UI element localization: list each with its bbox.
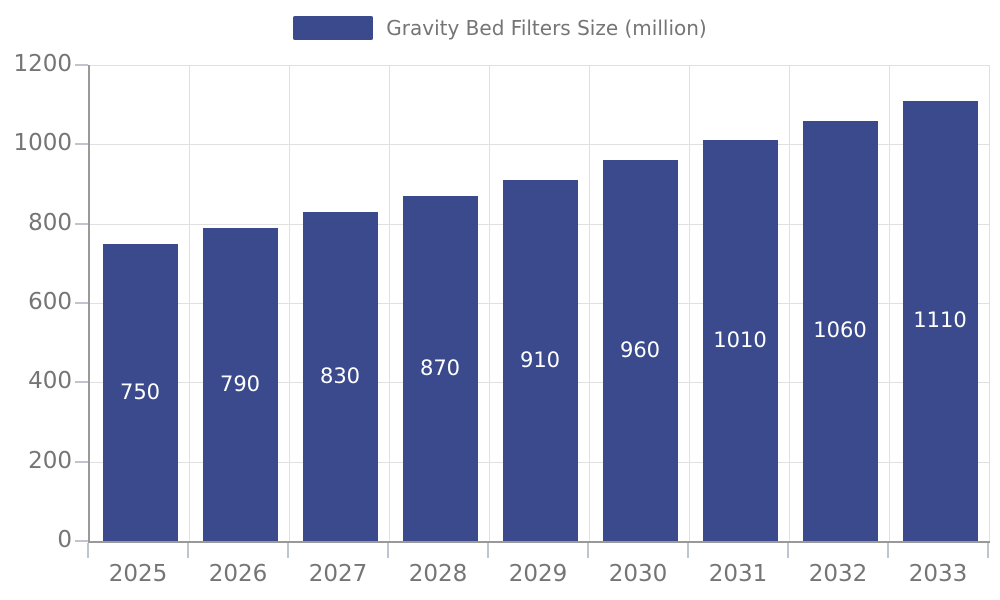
x-axis-tick xyxy=(987,543,989,558)
gridline-horizontal xyxy=(90,65,990,66)
bar-value-label: 1060 xyxy=(813,318,867,343)
bar[interactable]: 960 xyxy=(602,160,678,541)
x-axis-tick-label: 2030 xyxy=(608,561,668,587)
y-axis-tick-label: 800 xyxy=(28,209,72,236)
gridline-vertical xyxy=(489,65,490,541)
x-axis-tick xyxy=(87,543,89,558)
bar-value-label: 960 xyxy=(619,338,661,363)
bar[interactable]: 910 xyxy=(502,180,578,541)
y-axis-tick xyxy=(75,64,88,66)
legend-label: Gravity Bed Filters Size (million) xyxy=(386,16,707,40)
y-axis-tick xyxy=(75,143,88,146)
bar-value-label: 830 xyxy=(319,363,361,388)
bar[interactable]: 870 xyxy=(402,195,478,541)
y-axis-tick xyxy=(75,222,88,225)
bar-value-label: 1010 xyxy=(713,328,767,353)
x-axis-tick xyxy=(587,543,589,558)
x-axis-tick-label: 2029 xyxy=(508,561,568,587)
x-axis-tick xyxy=(887,543,889,558)
gridline-vertical xyxy=(789,65,790,541)
y-axis-tick-label: 1200 xyxy=(13,51,72,77)
bar-value-label: 750 xyxy=(119,379,161,404)
gridline-vertical xyxy=(189,65,190,541)
gridline-vertical xyxy=(389,65,390,541)
legend-swatch-icon xyxy=(293,16,374,40)
y-axis-tick xyxy=(75,381,88,384)
bar-value-label: 910 xyxy=(519,348,561,372)
x-axis-tick xyxy=(187,543,189,558)
x-axis-tick-label: 2031 xyxy=(708,561,768,587)
y-axis-tick xyxy=(75,302,88,304)
gridline-vertical xyxy=(589,65,590,541)
chart-legend[interactable]: Gravity Bed Filters Size (million) xyxy=(0,16,1000,40)
x-axis-tick-label: 2027 xyxy=(308,561,368,587)
y-axis-tick-label: 0 xyxy=(57,527,72,553)
x-axis-tick-label: 2033 xyxy=(908,561,968,587)
bar[interactable]: 790 xyxy=(202,227,278,541)
x-axis-tick xyxy=(287,543,289,558)
gridline-horizontal xyxy=(90,144,990,146)
y-axis-tick xyxy=(75,540,88,542)
gridline-vertical xyxy=(989,65,990,541)
x-axis-tick xyxy=(487,543,489,558)
bar[interactable]: 1060 xyxy=(802,120,878,541)
x-axis-tick xyxy=(387,543,389,558)
gridline-vertical xyxy=(889,65,890,541)
bar[interactable]: 750 xyxy=(102,243,178,541)
bar-value-label: 870 xyxy=(419,355,461,380)
y-axis-tick-label: 400 xyxy=(28,368,72,395)
x-axis-tick-label: 2026 xyxy=(208,561,268,587)
gridline-vertical xyxy=(289,65,290,541)
bar[interactable]: 830 xyxy=(302,211,378,541)
bar-value-label: 1110 xyxy=(913,308,967,333)
y-axis-tick-label: 200 xyxy=(28,447,72,474)
bar-value-label: 790 xyxy=(219,371,261,396)
plot-area: 750 790 830 870 910 960 1010 1060 1110 xyxy=(88,65,990,543)
x-axis-tick xyxy=(687,543,689,558)
gridline-vertical xyxy=(689,65,690,541)
bar[interactable]: 1110 xyxy=(902,100,978,541)
bar[interactable]: 1010 xyxy=(702,140,778,541)
x-axis-tick-label: 2025 xyxy=(108,561,168,587)
x-axis-tick-label: 2028 xyxy=(408,561,468,587)
y-axis-tick-label: 1000 xyxy=(13,130,72,157)
x-axis-tick-label: 2032 xyxy=(808,561,868,587)
y-axis-tick-label: 600 xyxy=(28,289,72,315)
x-axis-tick xyxy=(787,543,789,558)
y-axis-tick xyxy=(75,460,88,463)
